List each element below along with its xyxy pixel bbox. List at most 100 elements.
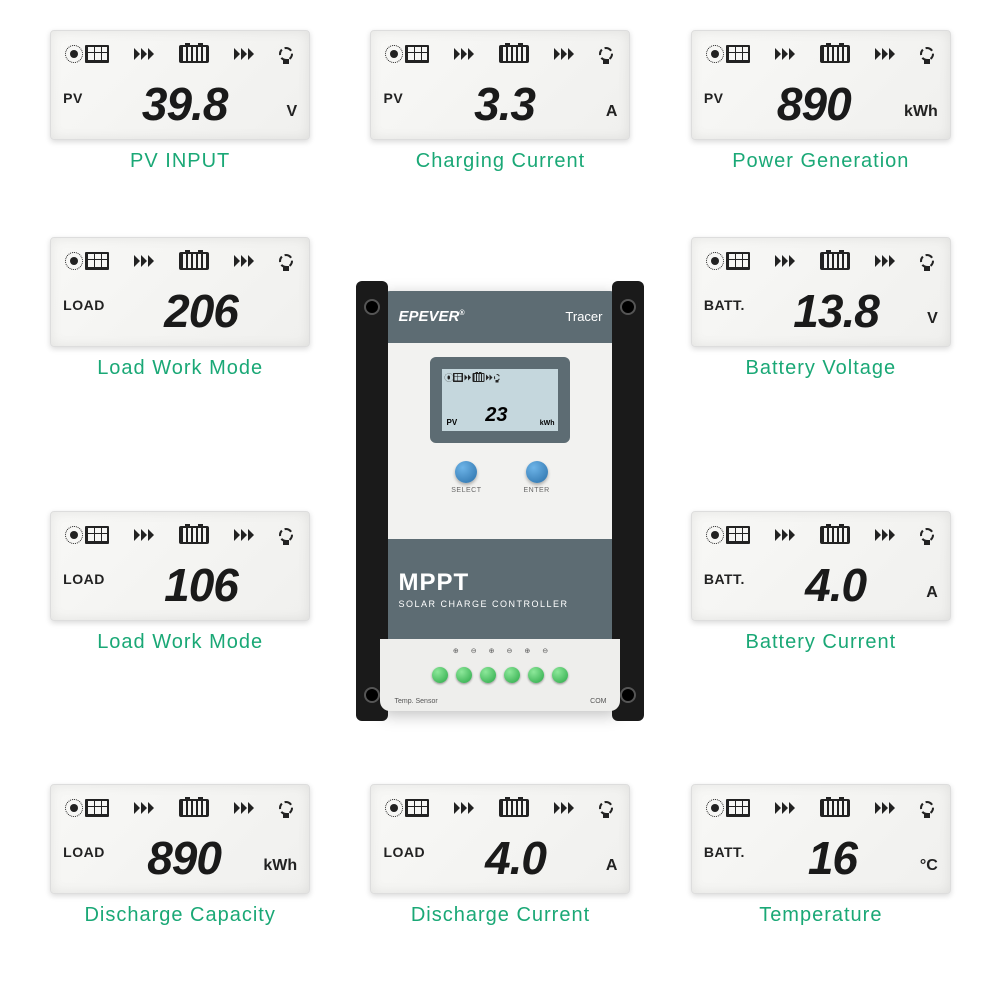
lcd-label: PV	[63, 90, 83, 106]
bulb-icon	[279, 528, 293, 542]
chevron-icon	[875, 802, 895, 814]
lcd-unit: kWh	[904, 103, 938, 127]
lcd-label: PV	[383, 90, 403, 106]
lcd-label: LOAD	[63, 571, 105, 587]
caption: Battery Current	[746, 631, 897, 654]
caption: Discharge Current	[411, 904, 590, 927]
caption: Load Work Mode	[97, 357, 263, 380]
cell-battery-voltage: BATT.13.8V Battery Voltage	[681, 237, 961, 491]
chevron-icon	[134, 529, 154, 541]
device-top-band: EPEVER® Tracer	[380, 291, 620, 343]
lcd-label: BATT.	[704, 571, 745, 587]
mini-lcd-value: 23	[485, 404, 511, 427]
chevron-icon	[234, 529, 254, 541]
bulb-icon	[279, 254, 293, 268]
chevron-icon	[234, 48, 254, 60]
device-image: EPEVER® Tracer PV 23 kWh SELECT EN	[360, 237, 640, 765]
battery-icon	[499, 45, 529, 63]
lcd-unit: V	[286, 103, 297, 127]
chevron-icon	[134, 255, 154, 267]
lcd-value: 206	[164, 288, 238, 334]
bulb-icon	[279, 801, 293, 815]
lcd-label: BATT.	[704, 297, 745, 313]
com-label: COM	[590, 698, 606, 705]
cell-load-work-mode-2: LOAD 106 Load Work Mode	[40, 511, 320, 765]
solar-panel-icon	[405, 45, 429, 63]
terminal-icon	[480, 667, 496, 683]
battery-icon	[179, 252, 209, 270]
lcd-value: 4.0	[805, 562, 866, 608]
lcd-value: 13.8	[793, 288, 879, 334]
sun-icon	[708, 47, 722, 61]
sun-icon	[67, 528, 81, 542]
sun-icon	[708, 801, 722, 815]
device-mid-band: MPPT SOLAR CHARGE CONTROLLER	[380, 539, 620, 639]
bulb-icon	[920, 528, 934, 542]
caption: Temperature	[759, 904, 882, 927]
cell-discharge-capacity: LOAD890kWh Discharge Capacity	[40, 784, 320, 971]
lcd-unit: A	[606, 857, 618, 881]
lcd-value: 106	[164, 562, 238, 608]
lcd-label: LOAD	[63, 297, 105, 313]
terminal-icon	[504, 667, 520, 683]
battery-icon	[820, 526, 850, 544]
enter-button[interactable]	[526, 461, 548, 483]
battery-icon	[179, 526, 209, 544]
mini-lcd-label: PV	[446, 418, 457, 427]
lcd-display: PV 39.8 V	[50, 30, 310, 140]
lcd-label: PV	[704, 90, 724, 106]
lcd-unit: V	[927, 310, 938, 334]
lcd-value: 4.0	[485, 835, 546, 881]
chevron-icon	[454, 48, 474, 60]
solar-panel-icon	[726, 799, 750, 817]
caption: Load Work Mode	[97, 631, 263, 654]
caption: Discharge Capacity	[84, 904, 275, 927]
caption: Charging Current	[416, 150, 585, 173]
solar-panel-icon	[85, 526, 109, 544]
chevron-icon	[775, 802, 795, 814]
lcd-display: BATT. 13.8 V	[691, 237, 951, 347]
chevron-icon	[775, 48, 795, 60]
lcd-unit: A	[606, 103, 618, 127]
lcd-display: PV3.3A	[370, 30, 630, 140]
lcd-label: BATT.	[704, 844, 745, 860]
solar-panel-icon	[726, 45, 750, 63]
lcd-unit: kWh	[263, 857, 297, 881]
lcd-display: LOAD 106	[50, 511, 310, 621]
chevron-icon	[554, 802, 574, 814]
sun-icon	[387, 801, 401, 815]
bulb-icon	[920, 254, 934, 268]
select-button[interactable]	[455, 461, 477, 483]
terminal-icon	[432, 667, 448, 683]
chevron-icon	[875, 529, 895, 541]
solar-panel-icon	[726, 526, 750, 544]
sun-icon	[708, 528, 722, 542]
chevron-icon	[234, 255, 254, 267]
model-label: Tracer	[565, 309, 602, 324]
cell-battery-current: BATT.4.0A Battery Current	[681, 511, 961, 765]
chevron-icon	[775, 255, 795, 267]
terminal-row: ⊕⊖⊕⊖⊕⊖ Temp. SensorCOM	[380, 639, 620, 711]
device-subtitle: SOLAR CHARGE CONTROLLER	[398, 599, 602, 609]
sun-icon	[708, 254, 722, 268]
bulb-icon	[920, 801, 934, 815]
battery-icon	[179, 45, 209, 63]
device-lcd: PV 23 kWh	[430, 357, 570, 443]
battery-icon	[499, 799, 529, 817]
bulb-icon	[599, 801, 613, 815]
cell-charging-current: PV3.3A Charging Current	[360, 30, 640, 217]
battery-icon	[179, 799, 209, 817]
bulb-icon	[599, 47, 613, 61]
terminal-icon	[552, 667, 568, 683]
caption: PV INPUT	[130, 150, 230, 173]
lcd-display: LOAD4.0A	[370, 784, 630, 894]
lcd-display: LOAD890kWh	[50, 784, 310, 894]
chevron-icon	[134, 802, 154, 814]
terminal-icon	[528, 667, 544, 683]
caption: Power Generation	[732, 150, 909, 173]
sun-icon	[67, 47, 81, 61]
lcd-unit: °C	[920, 857, 938, 881]
cell-power-generation: PV 890 kWh Power Generation	[681, 30, 961, 217]
lcd-value: 890	[777, 81, 851, 127]
sun-icon	[387, 47, 401, 61]
